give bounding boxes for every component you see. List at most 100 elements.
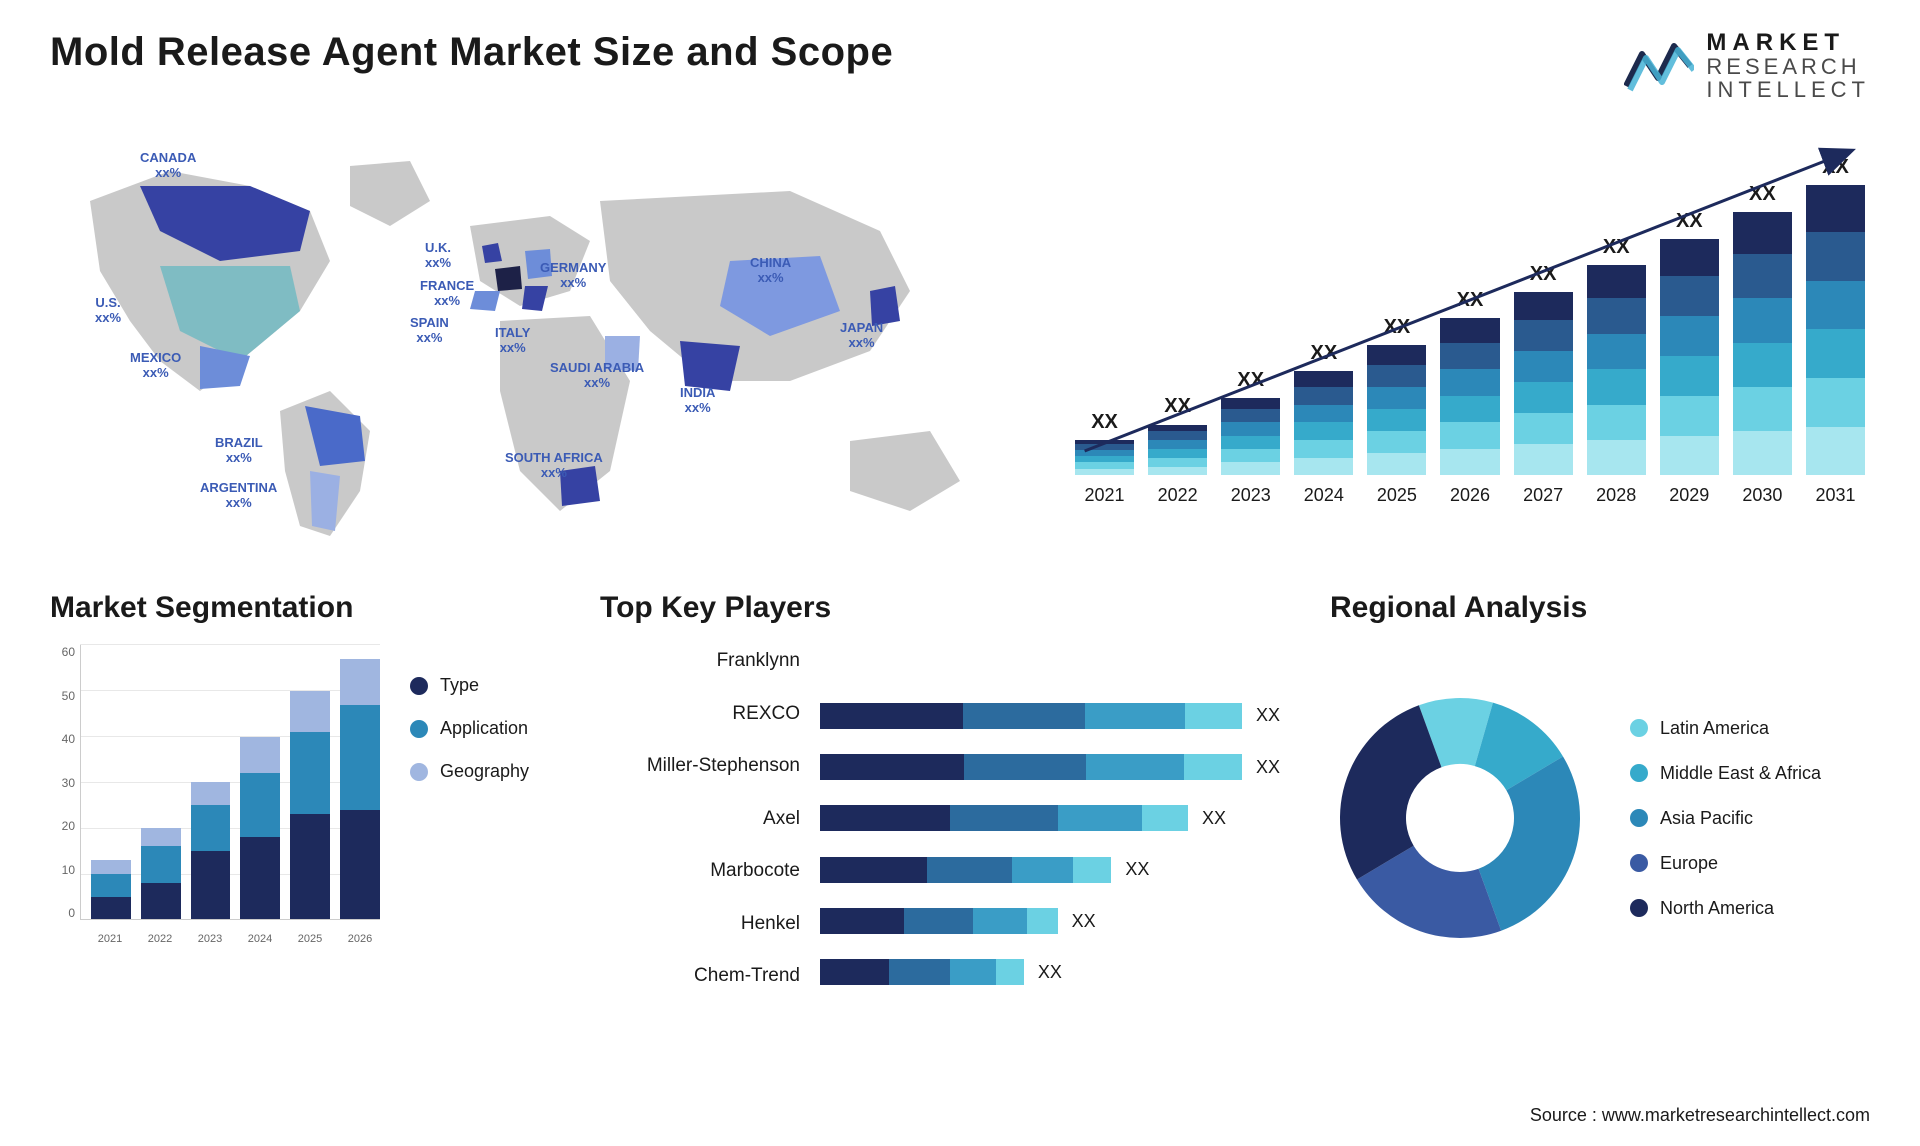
page-title: Mold Release Agent Market Size and Scope	[50, 30, 893, 75]
growth-bar: XX2022	[1148, 395, 1207, 506]
regional-panel: Regional Analysis Latin America Middle Ea…	[1330, 591, 1870, 991]
segmentation-title: Market Segmentation	[50, 591, 550, 625]
player-name: Henkel	[600, 914, 800, 933]
header: Mold Release Agent Market Size and Scope…	[50, 30, 1870, 101]
growth-bar: XX2029	[1660, 210, 1719, 507]
player-name: REXCO	[600, 704, 800, 723]
player-value: XX	[1072, 911, 1096, 932]
source-label: Source : www.marketresearchintellect.com	[1530, 1105, 1870, 1126]
key-players-panel: Top Key Players Franklynn REXCO Miller-Ste…	[600, 591, 1280, 991]
bar-value-label: XX	[1091, 411, 1118, 434]
growth-bar: XX 2028	[1587, 236, 1646, 506]
growth-bar: XX 2030	[1733, 183, 1792, 506]
bar-value-label: XX	[1822, 156, 1849, 179]
legend-swatch	[1630, 854, 1648, 872]
growth-bar: XX 2023	[1221, 369, 1280, 506]
bar-value-label: XX	[1310, 342, 1337, 365]
player-name: Chem-Trend	[600, 966, 800, 985]
segmentation-chart: 6050403020100 202120222023202420252026	[50, 645, 380, 945]
player-name: Franklynn	[600, 651, 800, 670]
regional-legend: Latin America Middle East & Africa Asia Pa…	[1630, 718, 1870, 919]
bar-value-label: XX	[1603, 236, 1630, 259]
seg-year-label: 2025	[290, 933, 330, 945]
seg-bar	[290, 691, 330, 919]
bar-year-label: 2021	[1085, 485, 1125, 506]
legend-item: Geography	[410, 761, 550, 782]
player-value: XX	[1256, 757, 1280, 778]
logo-text-2: RESEARCH	[1706, 55, 1870, 78]
legend-label: Latin America	[1660, 718, 1769, 739]
bar-year-label: 2024	[1304, 485, 1344, 506]
bar-value-label: XX	[1530, 263, 1557, 286]
legend-item: Middle East & Africa	[1630, 763, 1870, 784]
bar-year-label: 2025	[1377, 485, 1417, 506]
player-name: Axel	[600, 809, 800, 828]
bar-value-label: XX	[1237, 369, 1264, 392]
player-row	[820, 651, 1280, 677]
player-value: XX	[1202, 808, 1226, 829]
map-svg	[50, 131, 1030, 551]
world-map: CANADAxx%U.S.xx%MEXICOxx%BRAZILxx%ARGENT…	[50, 131, 1030, 551]
brand-logo: MARKET RESEARCH INTELLECT	[1624, 30, 1870, 101]
legend-swatch	[1630, 809, 1648, 827]
seg-bar	[240, 737, 280, 920]
key-players-bars: XX XX XX XX XX XX	[820, 645, 1280, 991]
seg-bar	[191, 782, 231, 919]
player-value: XX	[1125, 859, 1149, 880]
bar-year-label: 2022	[1158, 485, 1198, 506]
legend-label: Middle East & Africa	[1660, 763, 1821, 784]
legend-swatch	[410, 763, 428, 781]
seg-bar	[340, 659, 380, 919]
growth-bar: XX 2031	[1806, 156, 1865, 506]
key-players-title: Top Key Players	[600, 591, 1280, 625]
bar-year-label: 2030	[1742, 485, 1782, 506]
player-row: XX	[820, 703, 1280, 729]
seg-bar	[141, 828, 181, 919]
legend-item: Asia Pacific	[1630, 808, 1870, 829]
player-row: XX	[820, 754, 1280, 780]
legend-item: Type	[410, 675, 550, 696]
growth-bar: XX 2024	[1294, 342, 1353, 506]
regional-title: Regional Analysis	[1330, 591, 1870, 625]
bar-year-label: 2031	[1815, 485, 1855, 506]
bar-year-label: 2027	[1523, 485, 1563, 506]
growth-bar: XX 2021	[1075, 411, 1134, 506]
player-row: XX	[820, 959, 1280, 985]
player-name: Miller-Stephenson	[600, 756, 800, 775]
donut-slice	[1479, 757, 1580, 931]
legend-label: Asia Pacific	[1660, 808, 1753, 829]
regional-donut	[1330, 688, 1590, 948]
player-name: Marbocote	[600, 861, 800, 880]
logo-icon	[1624, 36, 1694, 96]
bar-year-label: 2026	[1450, 485, 1490, 506]
legend-swatch	[410, 677, 428, 695]
key-players-names: Franklynn REXCO Miller-Stephenson Axel Marbo…	[600, 645, 800, 991]
player-row: XX	[820, 857, 1280, 883]
logo-text-1: MARKET	[1706, 30, 1870, 55]
legend-swatch	[1630, 764, 1648, 782]
legend-swatch	[410, 720, 428, 738]
legend-label: Europe	[1660, 853, 1718, 874]
legend-swatch	[1630, 899, 1648, 917]
bar-value-label: XX	[1676, 210, 1703, 233]
legend-swatch	[1630, 719, 1648, 737]
logo-text-3: INTELLECT	[1706, 78, 1870, 101]
bar-year-label: 2023	[1231, 485, 1271, 506]
bar-value-label: XX	[1749, 183, 1776, 206]
legend-label: North America	[1660, 898, 1774, 919]
seg-year-label: 2023	[190, 933, 230, 945]
seg-year-label: 2024	[240, 933, 280, 945]
player-value: XX	[1038, 962, 1062, 983]
growth-chart: XX2021XX2022XX2023XX2024XX2025XX2026XX20…	[1070, 131, 1870, 551]
growth-bar: XX 2027	[1514, 263, 1573, 507]
bottom-row: Market Segmentation 6050403020100 202120…	[50, 591, 1870, 991]
legend-label: Geography	[440, 761, 529, 782]
legend-item: Application	[410, 718, 550, 739]
seg-year-label: 2026	[340, 933, 380, 945]
growth-bar: XX 2026	[1440, 289, 1499, 506]
player-row: XX	[820, 805, 1280, 831]
player-row: XX	[820, 908, 1280, 934]
bar-value-label: XX	[1457, 289, 1484, 312]
bar-year-label: 2028	[1596, 485, 1636, 506]
segmentation-panel: Market Segmentation 6050403020100 202120…	[50, 591, 550, 991]
